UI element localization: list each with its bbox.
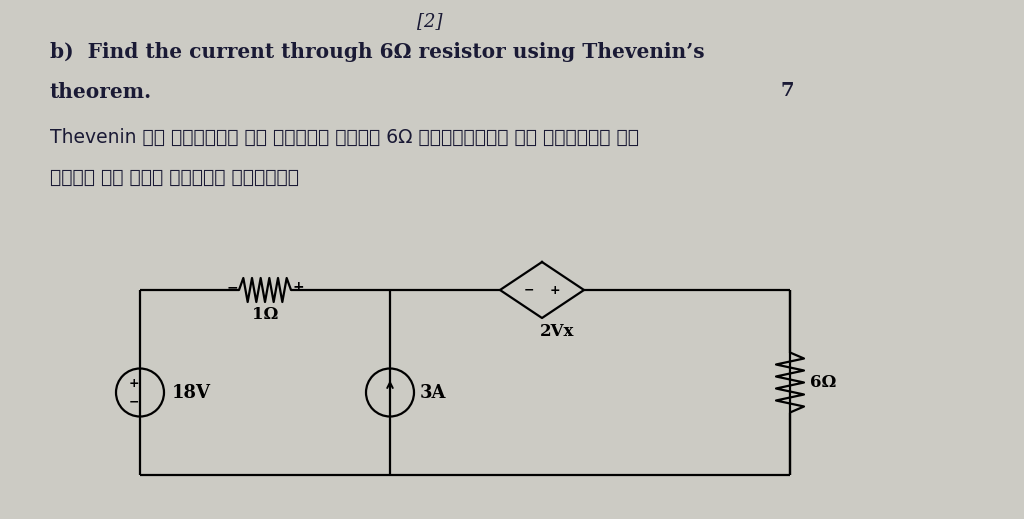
Text: 7: 7 xyxy=(780,82,794,100)
Text: [2]: [2] xyxy=(417,12,442,30)
Text: 6Ω: 6Ω xyxy=(810,374,837,391)
Text: +: + xyxy=(550,283,560,296)
Text: b)  Find the current through 6Ω resistor using Thevenin’s: b) Find the current through 6Ω resistor … xyxy=(50,42,705,62)
Text: −: − xyxy=(523,283,535,296)
Text: +: + xyxy=(129,377,139,390)
Text: 18V: 18V xyxy=(172,384,211,402)
Text: 1Ω: 1Ω xyxy=(252,306,279,323)
Text: धारा का मान ज्ञात कीजिए।: धारा का मान ज्ञात कीजिए। xyxy=(50,168,299,187)
Text: 3A: 3A xyxy=(420,384,446,402)
Text: −: − xyxy=(226,280,238,294)
Text: theorem.: theorem. xyxy=(50,82,153,102)
Text: +: + xyxy=(292,280,304,294)
Text: 2Vx: 2Vx xyxy=(540,323,574,340)
Text: −: − xyxy=(129,395,139,408)
Text: Thevenin के प्रमेय का उपयोग करके 6Ω प्रतिरोध के माध्यम से: Thevenin के प्रमेय का उपयोग करके 6Ω प्रत… xyxy=(50,128,639,147)
